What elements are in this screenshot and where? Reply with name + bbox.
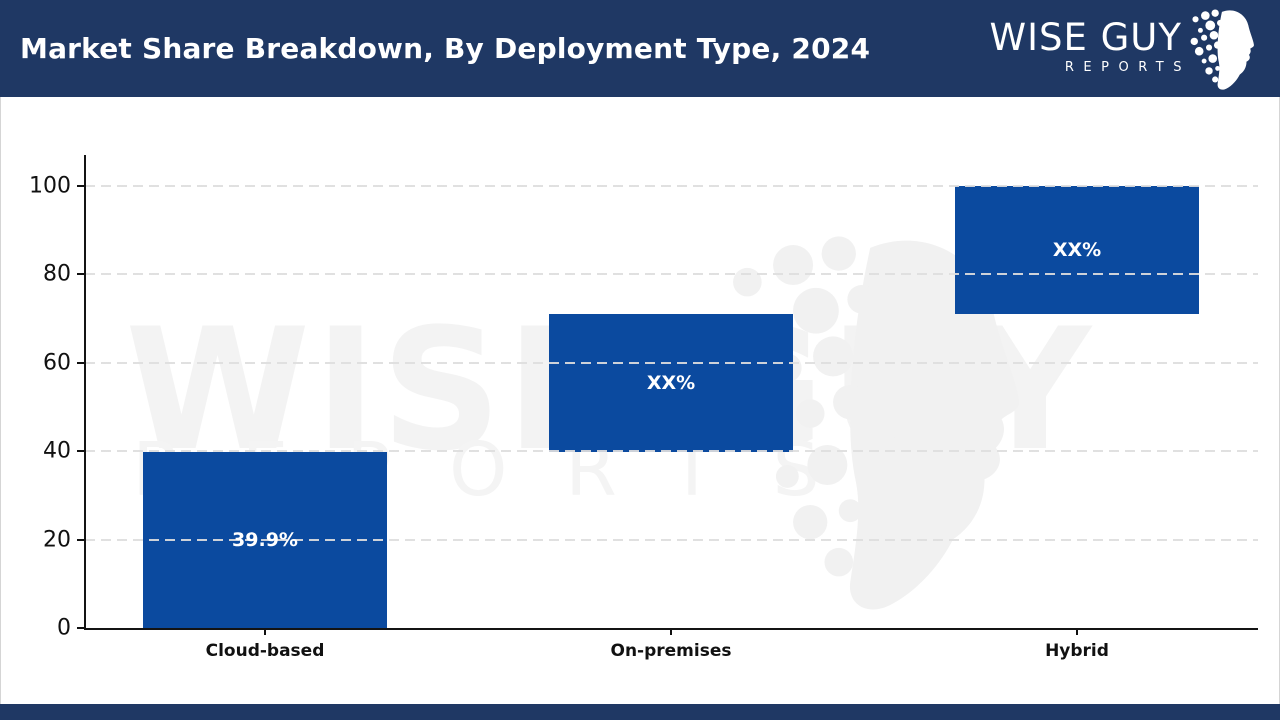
bar-value-label: XX% <box>646 371 696 394</box>
y-axis-tick-label: 20 <box>43 527 71 553</box>
x-axis-tick <box>1076 628 1078 635</box>
x-axis-tick <box>670 628 672 635</box>
y-axis-tick <box>77 361 85 364</box>
gridline-y-60 <box>85 361 1258 364</box>
y-axis-tick <box>77 273 85 276</box>
x-axis-tick <box>264 628 266 635</box>
gridline-y-40 <box>85 450 1258 453</box>
footer-bar <box>0 704 1280 720</box>
gridline-y-80 <box>85 273 1258 276</box>
logo-dotted-face-icon <box>1186 7 1264 93</box>
x-axis-category-label: On-premises <box>610 641 732 661</box>
logo-wiseguy-text: WISE GUY <box>989 16 1182 59</box>
logo-text: WISE GUY REPORTS <box>989 16 1182 76</box>
y-axis-spine <box>84 155 86 630</box>
y-axis-tick <box>77 538 85 541</box>
x-axis-category-label: Hybrid <box>1045 641 1109 661</box>
page-title: Market Share Breakdown, By Deployment Ty… <box>20 32 871 65</box>
gridline-y-20 <box>85 538 1258 541</box>
header-bar: Market Share Breakdown, By Deployment Ty… <box>0 0 1280 97</box>
x-axis-spine <box>84 628 1258 630</box>
y-axis-tick <box>77 450 85 453</box>
y-axis-tick <box>77 627 85 629</box>
bar-value-label: 39.9% <box>232 528 298 551</box>
x-axis-category-label: Cloud-based <box>205 641 325 661</box>
gridline-y-100 <box>85 185 1258 187</box>
logo-reports-text: REPORTS <box>1064 60 1191 75</box>
y-axis-tick-label: 40 <box>43 438 71 464</box>
y-axis-tick-label: 80 <box>43 261 71 287</box>
y-axis-tick-label: 100 <box>29 173 71 199</box>
y-axis-tick <box>77 185 85 187</box>
y-axis-tick-label: 60 <box>43 350 71 376</box>
wise-guy-reports-logo: WISE GUY REPORTS <box>990 4 1266 94</box>
y-axis-tick-label: 0 <box>57 615 71 641</box>
bar-value-label: XX% <box>1052 239 1102 262</box>
